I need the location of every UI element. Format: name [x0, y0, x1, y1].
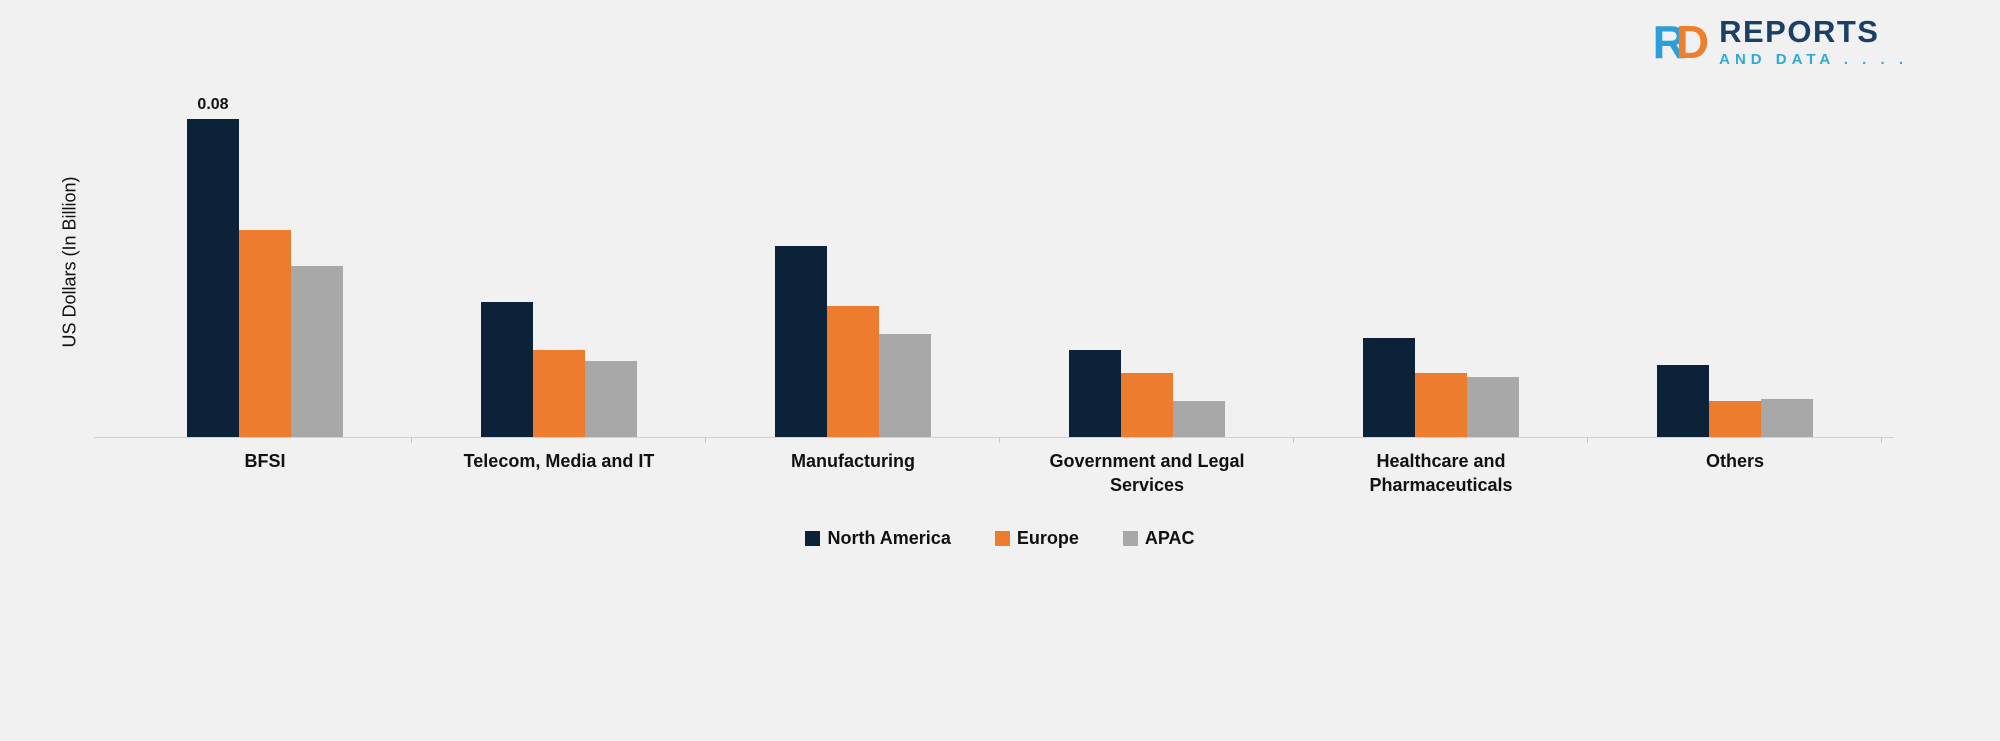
bar-apac-telecom-media-and-it: [585, 361, 637, 437]
y-axis-label: US Dollars (In Billion): [59, 176, 80, 348]
bar-data-label: 0.08: [197, 95, 229, 113]
legend-item-north-america: North America: [805, 527, 951, 549]
category-label-government-and-legal-services: Government and Legal Services: [1049, 451, 1245, 496]
category-label-others: Others: [1705, 451, 1765, 471]
bar-group: 0.08: [118, 87, 412, 437]
logo-letter-d: D: [1675, 15, 1710, 68]
bar-north-america-government-and-legal-services: [1069, 349, 1121, 437]
reports-and-data-logo: R D REPORTS AND DATA . . . .: [1653, 14, 1908, 68]
category-group-telecom-media-and-it: Telecom, Media and IT: [412, 87, 706, 498]
category-label-manufacturing: Manufacturing: [791, 451, 915, 471]
category-label-bfsi: BFSI: [244, 451, 286, 471]
legend-swatch-north-america: [805, 530, 821, 546]
logo-icon: R D: [1653, 19, 1709, 65]
x-axis-line: [94, 437, 1894, 438]
bar-apac-healthcare-and-pharmaceuticals: [1467, 377, 1519, 437]
bar-apac-others: [1761, 399, 1813, 437]
bar-group: [412, 87, 706, 437]
bar-group: [1000, 87, 1294, 437]
bar-europe-government-and-legal-services: [1121, 373, 1173, 437]
logo-tagline: AND DATA . . . .: [1719, 50, 1908, 68]
bar-north-america-manufacturing: [775, 246, 827, 437]
category-group-others: Others: [1588, 87, 1882, 498]
bar-apac-bfsi: [291, 265, 343, 437]
bar-group: [706, 87, 1000, 437]
logo-letter-r: R: [1652, 15, 1686, 68]
bar-north-america-healthcare-and-pharmaceuticals: [1363, 337, 1415, 437]
plot-area: 0.08 BFSI Telecom, Media and IT Manufacturi…: [94, 87, 1894, 498]
category-label-healthcare-and-pharmaceuticals: Healthcare and Pharmaceuticals: [1369, 451, 1513, 496]
bar-apac-government-and-legal-services: [1173, 401, 1225, 437]
bar-europe-others: [1709, 401, 1761, 437]
category-group-government-and-legal-services: Government and Legal Services: [1000, 87, 1294, 498]
bar-group: [1294, 87, 1588, 437]
logo-wordmark: REPORTS: [1719, 14, 1880, 49]
category-group-healthcare-and-pharmaceuticals: Healthcare and Pharmaceuticals: [1294, 87, 1588, 498]
logo-text: REPORTS AND DATA . . . .: [1719, 14, 1908, 68]
category-group-bfsi: 0.08 BFSI: [118, 87, 412, 498]
legend-label-apac: APAC: [1144, 527, 1195, 548]
category-label-telecom-media-and-it: Telecom, Media and IT: [463, 451, 655, 471]
bar-north-america-telecom-media-and-it: [481, 301, 533, 437]
legend-swatch-apac: [1122, 530, 1138, 546]
bar-europe-telecom-media-and-it: [533, 349, 585, 437]
bar-apac-manufacturing: [879, 333, 931, 437]
legend-item-apac: APAC: [1122, 527, 1195, 549]
category-group-manufacturing: Manufacturing: [706, 87, 1000, 498]
legend-swatch-europe: [994, 530, 1010, 546]
legend-label-north-america: North America: [827, 527, 951, 548]
bar-north-america-others: [1657, 365, 1709, 437]
bar-europe-healthcare-and-pharmaceuticals: [1415, 373, 1467, 437]
legend-item-europe: Europe: [994, 527, 1079, 549]
bar-europe-manufacturing: [827, 305, 879, 437]
bar-group: [1588, 87, 1882, 437]
bar-chart: US Dollars (In Billion) 0.08 BFSI Telecom,…: [60, 87, 1894, 549]
bar-europe-bfsi: [239, 230, 291, 437]
legend-label-europe: Europe: [1016, 527, 1079, 548]
legend: North America Europe APAC: [118, 528, 1882, 549]
bar-north-america-bfsi: 0.08: [187, 96, 239, 437]
